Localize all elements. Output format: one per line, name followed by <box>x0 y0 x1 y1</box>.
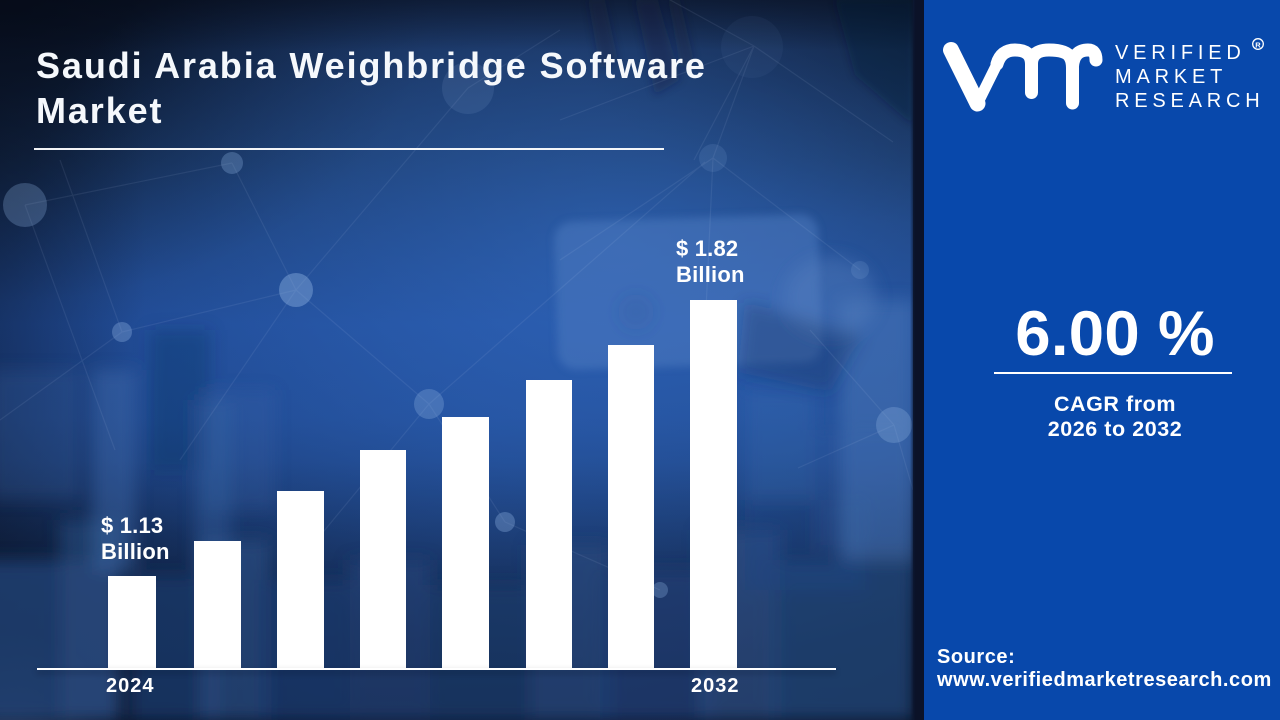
svg-text:R: R <box>1255 40 1261 49</box>
